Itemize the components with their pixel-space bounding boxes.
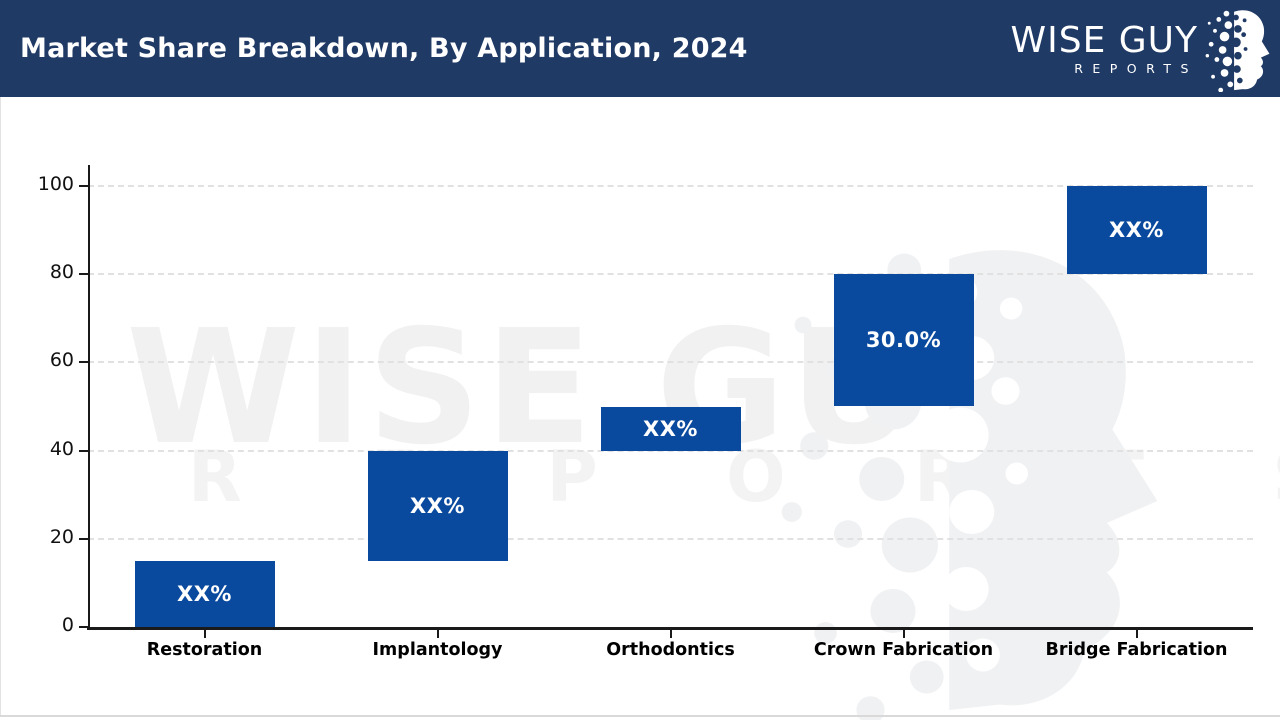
- y-tick-label-20: 20: [49, 525, 74, 548]
- y-axis-line: [88, 165, 90, 630]
- x-axis-line: [87, 627, 1253, 630]
- bar-value-label-bridge-fabrication: XX%: [1109, 218, 1164, 243]
- bar-bridge-fabrication: XX%: [1066, 186, 1207, 275]
- bar-restoration: XX%: [134, 560, 275, 627]
- gridline-y-100: [88, 185, 1253, 187]
- y-tick-label-100: 100: [37, 173, 74, 195]
- bottom-border-line: [0, 715, 1280, 717]
- y-tick-label-60: 60: [49, 349, 74, 372]
- x-axis-tick-implantology: [436, 630, 439, 638]
- bar-orthodontics: XX%: [600, 406, 741, 451]
- y-axis-tick-0: [79, 626, 88, 628]
- bar-value-label-implantology: XX%: [410, 493, 465, 518]
- bar-value-label-crown-fabrication: 30.0%: [865, 328, 942, 353]
- y-tick-label-0: 0: [61, 614, 74, 636]
- left-border-line: [0, 97, 1, 717]
- bar-implantology: XX%: [367, 450, 508, 561]
- y-axis-tick-20: [79, 537, 88, 540]
- y-axis-tick-80: [79, 273, 88, 276]
- logo-text: WISE GUY REPORTS: [1010, 19, 1199, 77]
- x-category-label-crown-fabrication: Crown Fabrication: [813, 640, 994, 660]
- x-category-label-implantology: Implantology: [372, 640, 503, 660]
- logo-subtext: REPORTS: [1074, 61, 1198, 77]
- x-axis-tick-orthodontics: [669, 630, 672, 638]
- x-category-label-restoration: Restoration: [146, 640, 263, 660]
- y-axis-tick-60: [79, 361, 88, 364]
- y-axis-tick-100: [79, 185, 88, 187]
- chart-header: Market Share Breakdown, By Application, …: [0, 0, 1280, 97]
- gridline-y-60: [88, 361, 1253, 364]
- x-category-label-bridge-fabrication: Bridge Fabrication: [1045, 640, 1228, 660]
- wise-guy-logo: WISE GUY REPORTS: [1011, 4, 1273, 94]
- y-tick-label-40: 40: [49, 437, 74, 460]
- gridline-y-20: [88, 537, 1253, 540]
- logo-wordmark: WISE GUY: [1010, 19, 1198, 61]
- bar-crown-fabrication: 30.0%: [833, 274, 974, 407]
- bar-value-label-restoration: XX%: [177, 581, 232, 606]
- gridline-y-40: [88, 449, 1253, 452]
- y-axis-tick-40: [79, 449, 88, 452]
- x-category-label-orthodontics: Orthodontics: [606, 640, 735, 660]
- logo-face-icon: [1205, 10, 1270, 92]
- x-axis-tick-restoration: [203, 630, 206, 638]
- bar-value-label-orthodontics: XX%: [643, 416, 698, 441]
- y-tick-label-80: 80: [49, 261, 74, 284]
- gridline-y-80: [88, 273, 1253, 276]
- x-axis-tick-crown-fabrication: [902, 630, 905, 638]
- x-axis-tick-bridge-fabrication: [1135, 630, 1138, 638]
- page-title: Market Share Breakdown, By Application, …: [20, 33, 748, 64]
